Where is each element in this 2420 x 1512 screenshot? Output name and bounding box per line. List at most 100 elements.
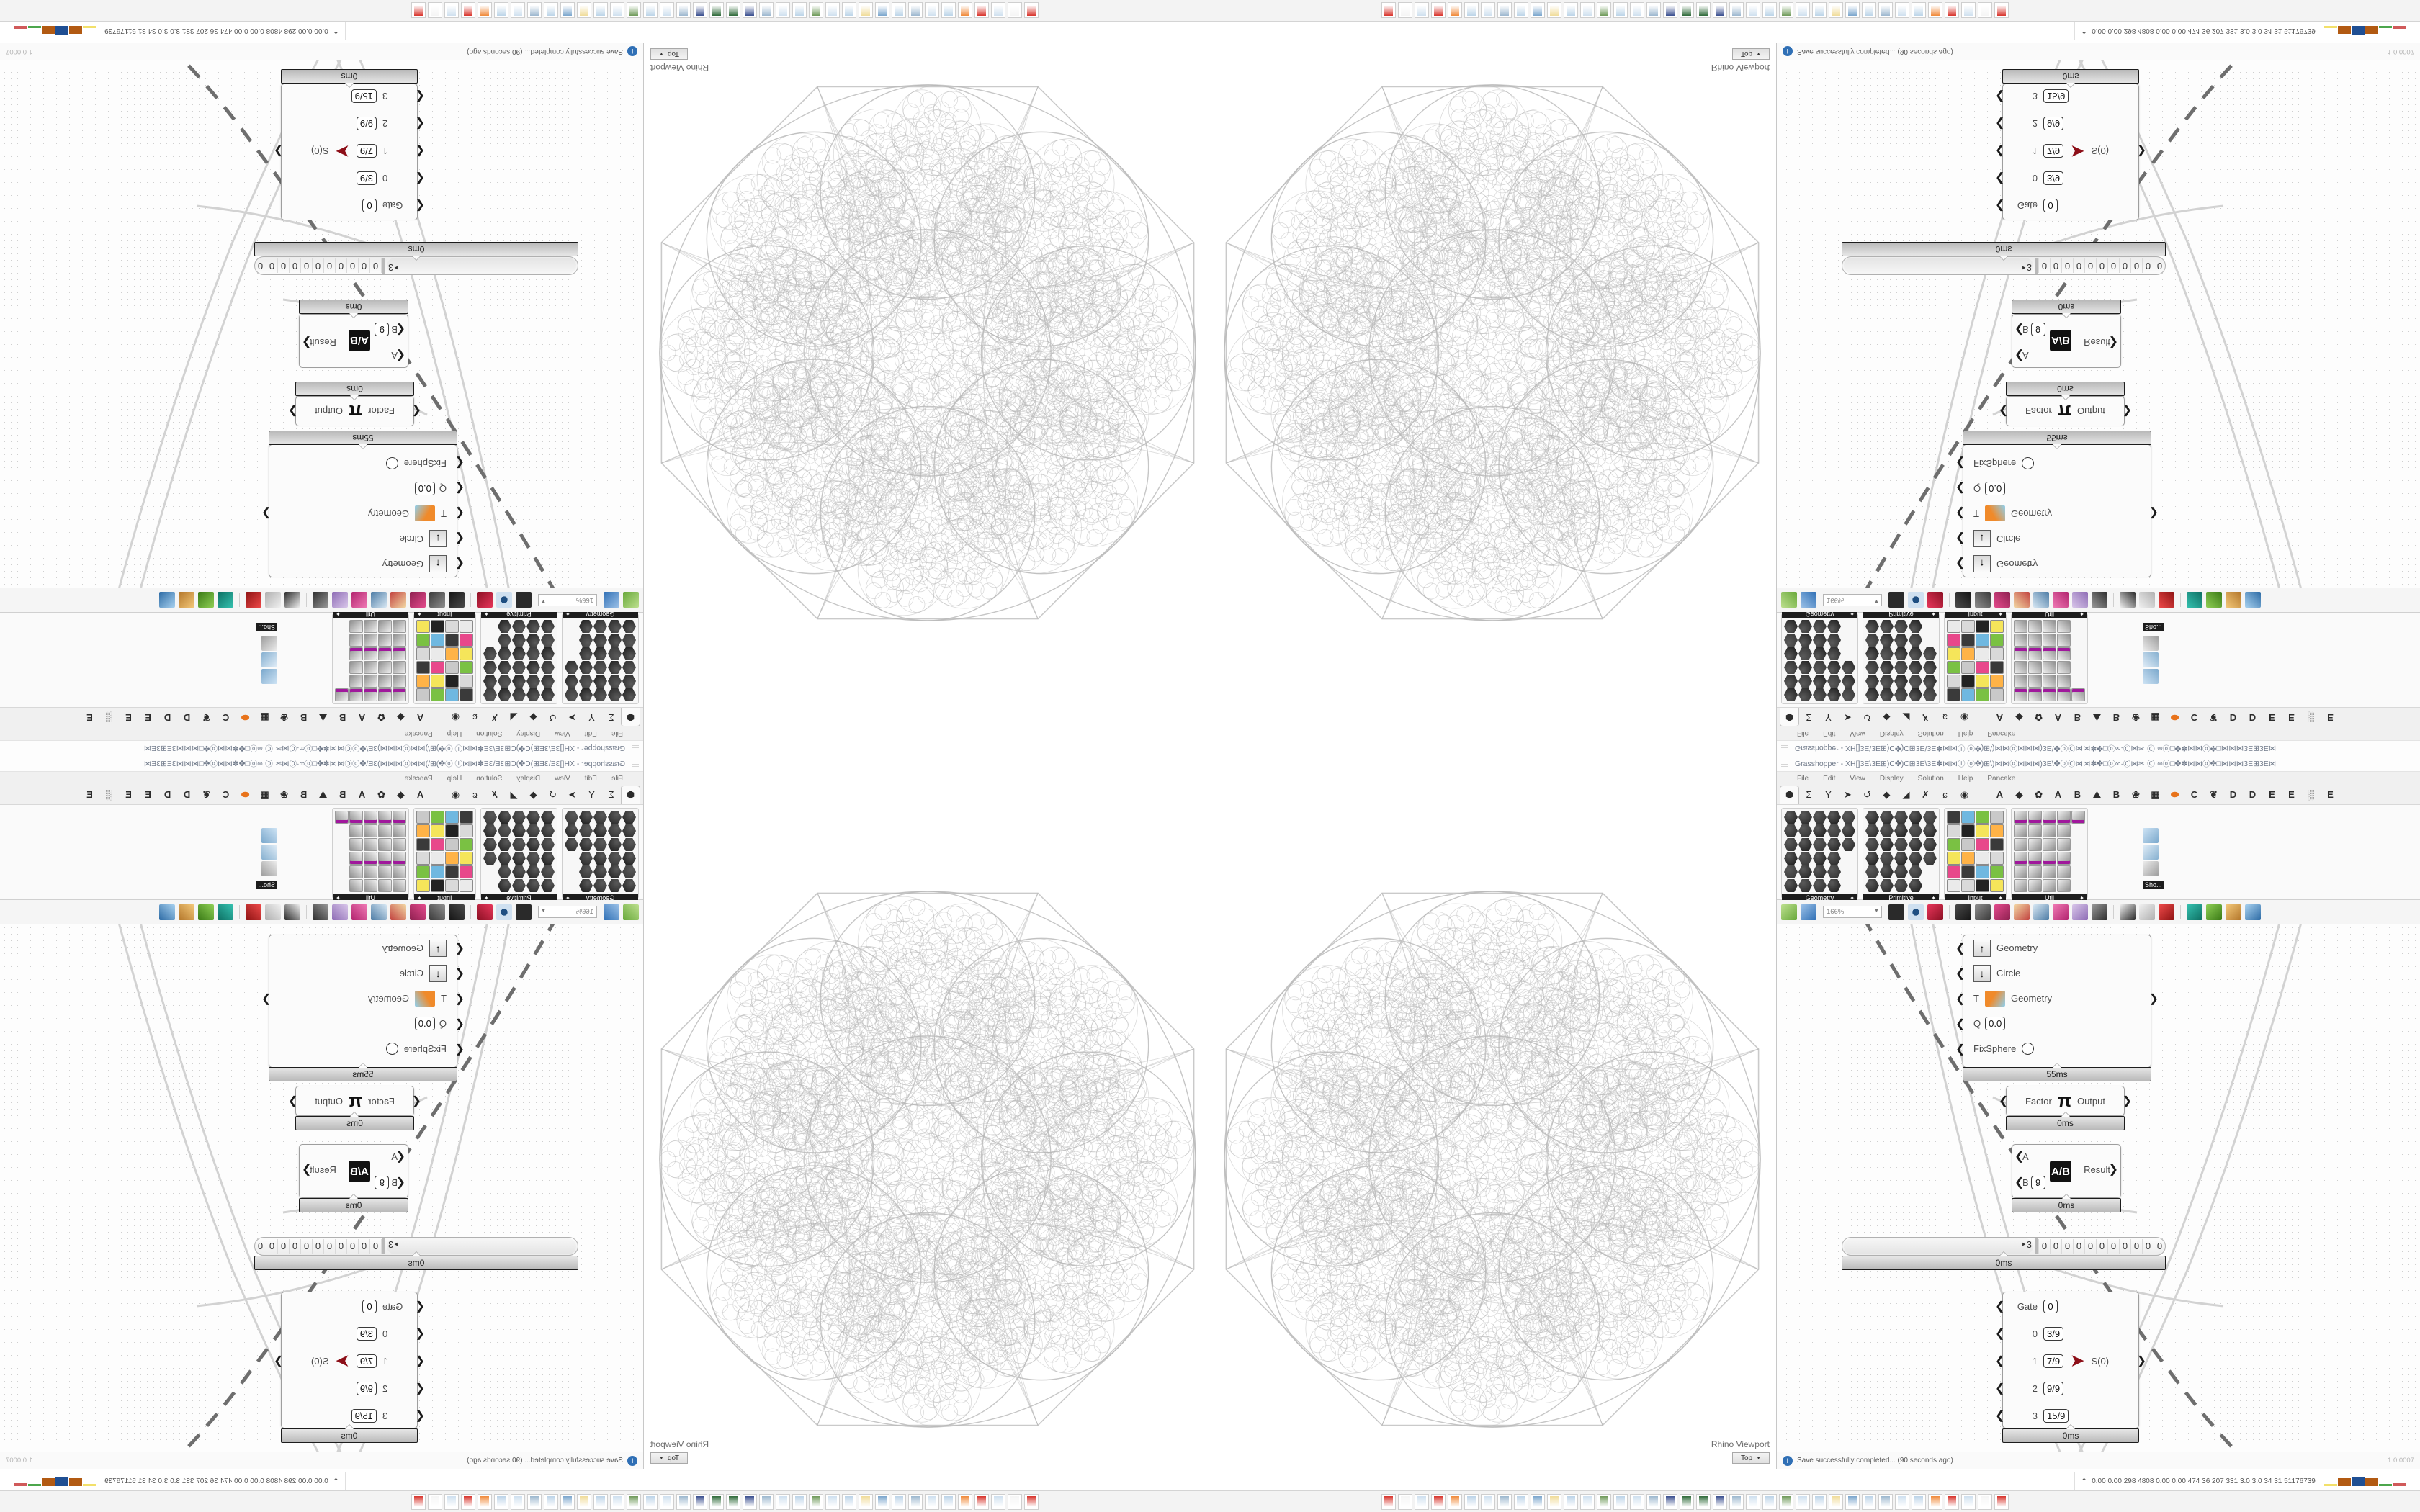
taskbar-item[interactable] <box>743 2 757 19</box>
drag-grip-icon[interactable] <box>632 744 639 753</box>
component-icon[interactable] <box>608 647 622 660</box>
param-pin[interactable]: ❮ <box>454 532 465 545</box>
taskbar-item[interactable] <box>958 2 972 19</box>
ribbon-tab-r1[interactable]: ◆ <box>397 712 405 724</box>
ribbon-tab-r6[interactable]: B <box>300 712 308 723</box>
component-icon[interactable] <box>393 634 406 647</box>
taskbar-item[interactable] <box>792 2 807 19</box>
param-pin[interactable]: ❯ <box>302 336 312 348</box>
component-icon[interactable] <box>445 634 459 647</box>
component-icon[interactable] <box>498 688 511 701</box>
color-c-icon[interactable] <box>179 592 194 608</box>
component-icon[interactable] <box>526 661 540 674</box>
chevron-down-icon[interactable]: ▼ <box>540 595 547 603</box>
component-icon[interactable] <box>593 634 607 647</box>
taskbar-item[interactable] <box>478 2 492 19</box>
ribbon-tab-7[interactable]: ✗ <box>490 712 498 724</box>
numeric-field[interactable]: 15/9 <box>351 89 377 104</box>
param-pin[interactable]: ❮ <box>454 507 465 520</box>
component-icon[interactable] <box>393 675 406 688</box>
ribbon-tab-r0[interactable]: A <box>416 712 424 723</box>
param-pin[interactable]: ❯ <box>274 145 284 157</box>
component-icon[interactable] <box>608 634 622 647</box>
ribbon-tab-1[interactable]: Σ <box>608 712 614 723</box>
param-pin[interactable]: ❯ <box>254 257 257 271</box>
slider-digit[interactable]: 0 <box>336 258 347 273</box>
ribbon-tab-r2[interactable]: ✿ <box>377 712 385 724</box>
cluster-icon[interactable] <box>449 592 465 608</box>
menu-item-help[interactable]: Help <box>447 729 462 738</box>
component-icon[interactable] <box>512 675 526 688</box>
arrow-up-icon[interactable]: ↑ <box>429 555 447 573</box>
component-icon[interactable] <box>622 634 636 647</box>
slider-digit[interactable]: 0 <box>347 258 359 273</box>
component-icon[interactable] <box>416 688 430 701</box>
ribbon-tab-4[interactable]: ↺ <box>549 712 557 724</box>
component-icon[interactable] <box>349 675 363 688</box>
taskbar-item[interactable] <box>693 2 707 19</box>
component-icon[interactable] <box>593 675 607 688</box>
slider-digit[interactable]: 0 <box>290 258 301 273</box>
slider-digit[interactable]: 0 <box>324 258 336 273</box>
component-icon[interactable] <box>608 620 622 633</box>
taskbar-item[interactable] <box>610 2 624 19</box>
component-icon[interactable] <box>349 634 363 647</box>
menu-item-file[interactable]: File <box>611 729 623 738</box>
ribbon-tab-2[interactable]: Υ <box>588 712 595 723</box>
menu-item-view[interactable]: View <box>555 729 570 738</box>
arrow-down-icon[interactable]: ↓ <box>429 530 447 548</box>
component-icon[interactable] <box>416 620 430 633</box>
component-icon[interactable] <box>541 620 555 633</box>
material-icon[interactable] <box>246 592 261 608</box>
rhino-viewport[interactable]: Rhino Viewport Top ▼ <box>645 43 1210 756</box>
zoom-fit-icon[interactable] <box>516 592 532 608</box>
component-icon[interactable] <box>431 661 444 674</box>
shuffle-icon[interactable] <box>313 592 328 608</box>
taskbar-item[interactable] <box>892 2 906 19</box>
component-icon[interactable] <box>416 647 430 660</box>
component-icon[interactable] <box>526 620 540 633</box>
component-icon[interactable] <box>460 675 473 688</box>
component-icon[interactable] <box>512 688 526 701</box>
param-pin[interactable]: ❮ <box>454 482 465 495</box>
component-icon[interactable] <box>593 688 607 701</box>
component-icon[interactable] <box>498 620 511 633</box>
taskbar-item[interactable] <box>577 2 591 19</box>
ribbon-tab-r11[interactable]: ❦ <box>202 712 210 724</box>
component-icon[interactable] <box>541 661 555 674</box>
taskbar-item[interactable] <box>941 2 956 19</box>
comp-gate-stream-timer[interactable]: 0ms <box>281 69 418 84</box>
component-icon[interactable] <box>579 688 593 701</box>
slider-digit[interactable]: 0 <box>359 258 370 273</box>
menu-item-pancake[interactable]: Pancake <box>404 729 433 738</box>
component-icon[interactable] <box>579 620 593 633</box>
ribbon-tab-8[interactable]: ɕ <box>472 712 478 723</box>
grasshopper-canvas[interactable]: ❮ ↑ Geometry ❮ ↓ Circle ❮ T Geometry ❯ ❮ Q 0.0 ❮ FixSp… <box>0 60 643 588</box>
component-icon[interactable] <box>565 688 578 701</box>
component-icon[interactable] <box>565 661 578 674</box>
taskbar-item[interactable] <box>974 2 989 19</box>
menu-item-display[interactable]: Display <box>516 729 541 738</box>
ribbon-tab-r17[interactable]: E <box>86 712 93 723</box>
component-icon[interactable] <box>445 688 459 701</box>
help-icon[interactable] <box>351 592 367 608</box>
taskbar-item[interactable] <box>461 2 475 19</box>
ribbon-tab-r14[interactable]: E <box>145 712 151 723</box>
bake-icon[interactable] <box>332 592 348 608</box>
render-icon[interactable] <box>265 592 281 608</box>
component-icon[interactable] <box>622 675 636 688</box>
component-icon[interactable] <box>483 661 497 674</box>
ribbon-tab-r4[interactable]: B <box>339 712 346 723</box>
toggle-knob-icon[interactable] <box>385 457 398 469</box>
component-icon[interactable] <box>593 647 607 660</box>
save-file-icon[interactable] <box>604 592 619 608</box>
taskbar-item[interactable] <box>776 2 790 19</box>
component-icon[interactable] <box>378 688 392 701</box>
taskbar-item[interactable] <box>908 2 923 19</box>
component-icon[interactable] <box>483 647 497 660</box>
component-icon[interactable] <box>498 661 511 674</box>
taskbar-item[interactable] <box>544 2 558 19</box>
param-pin[interactable]: ❮ <box>415 145 425 157</box>
ribbon-tab-r3[interactable]: A <box>358 712 366 723</box>
taskbar-item[interactable] <box>560 2 575 19</box>
